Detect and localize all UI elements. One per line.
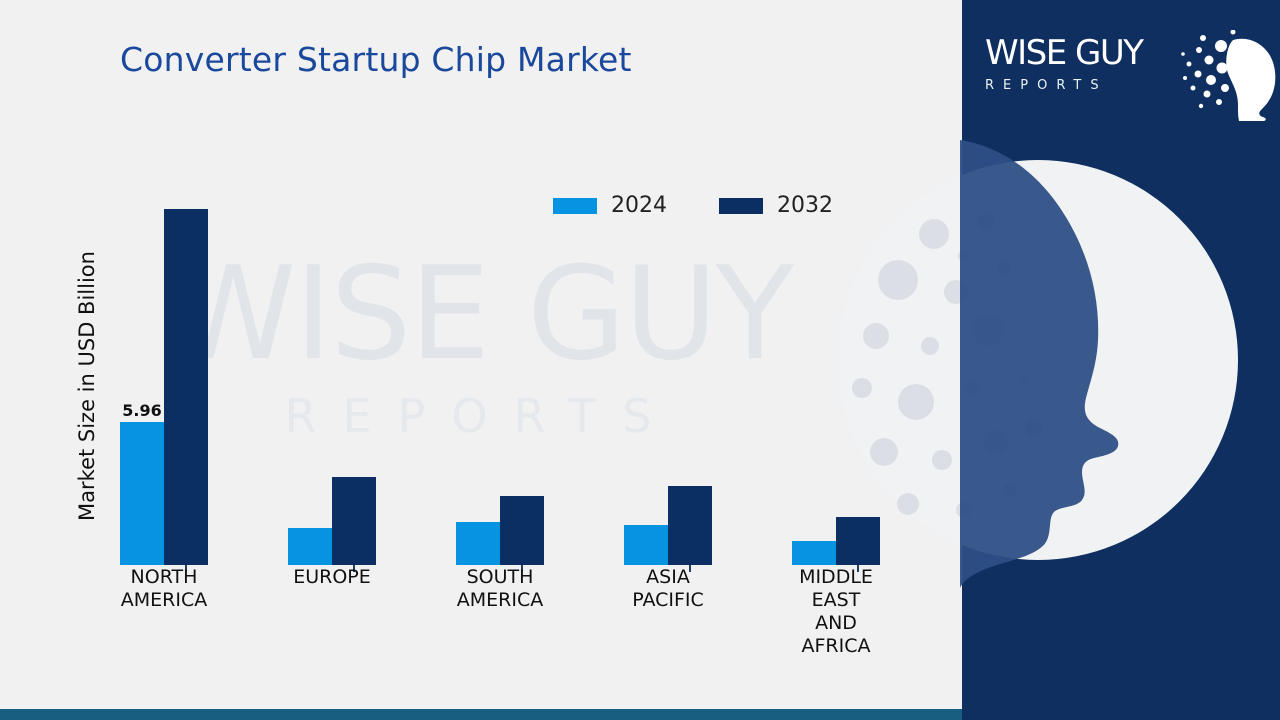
bar-2024[interactable] bbox=[288, 527, 332, 565]
bar-value-label: 5.96 bbox=[122, 400, 162, 420]
category-label-line: MIDDLE bbox=[799, 566, 873, 588]
plot-area: 5.96 bbox=[100, 180, 940, 572]
chart-area: WISE GUY REPORTS Converter Startup Chip … bbox=[0, 40, 962, 720]
legend-label-2024: 2024 bbox=[611, 193, 667, 218]
bar-2024[interactable] bbox=[456, 521, 500, 565]
x-axis-category-label: EUROPE bbox=[262, 566, 402, 589]
x-axis-category-label: MIDDLE EAST AND AFRICA bbox=[766, 566, 906, 658]
x-axis-tick bbox=[857, 565, 859, 572]
legend-item-2024[interactable]: 2024 bbox=[553, 195, 667, 217]
x-axis-tick bbox=[689, 565, 691, 572]
x-axis-category-label: ASIA PACIFIC bbox=[598, 566, 738, 612]
bar-group bbox=[624, 180, 712, 572]
bar-group: 5.96 bbox=[120, 180, 208, 572]
legend-swatch-2032-icon bbox=[719, 198, 763, 214]
bar-2024[interactable] bbox=[624, 525, 668, 565]
bottom-accent-strip bbox=[0, 709, 962, 720]
face-profile-silhouette-icon bbox=[960, 140, 1119, 588]
category-label-line: AMERICA bbox=[120, 589, 208, 611]
category-label-line: PACIFIC bbox=[632, 589, 704, 611]
brand-logo-wordmark: WISE GUY bbox=[985, 33, 1144, 73]
category-label-line: AND bbox=[815, 612, 857, 634]
bar-2032[interactable] bbox=[836, 516, 880, 572]
bar-group bbox=[456, 180, 544, 572]
x-axis-category-labels: NORTH AMERICA EUROPE SOUTH AMERICA ASIA PACIFI… bbox=[100, 566, 940, 686]
y-axis-label: Market Size in USD Billion bbox=[75, 251, 99, 521]
chart-legend: 2024 2032 bbox=[553, 195, 833, 217]
category-label-line: AMERICA bbox=[456, 589, 544, 611]
bar-group bbox=[288, 180, 376, 572]
legend-swatch-2024-icon bbox=[553, 198, 597, 214]
legend-label-2032: 2032 bbox=[777, 193, 833, 218]
x-axis-tick bbox=[521, 565, 523, 572]
bar-2032[interactable] bbox=[668, 485, 712, 572]
brand-logo[interactable]: WISE GUY REPORTS bbox=[985, 30, 1276, 126]
brand-logo-subtext: REPORTS bbox=[985, 78, 1108, 93]
category-label-line: ASIA bbox=[646, 566, 690, 588]
bar-2032[interactable] bbox=[332, 477, 376, 572]
bar-2032[interactable] bbox=[500, 496, 544, 572]
x-axis-tick bbox=[353, 565, 355, 572]
bar-2024[interactable] bbox=[792, 540, 836, 565]
legend-item-2032[interactable]: 2032 bbox=[719, 195, 833, 217]
category-label-line: AFRICA bbox=[801, 635, 871, 657]
x-axis-category-label: SOUTH AMERICA bbox=[430, 566, 570, 612]
bar-2032[interactable] bbox=[164, 208, 208, 572]
bar-group bbox=[792, 180, 880, 572]
category-label-line: NORTH bbox=[130, 566, 198, 588]
bar-2024[interactable]: 5.96 bbox=[120, 401, 164, 565]
x-axis-tick bbox=[185, 565, 187, 572]
category-label-line: EAST bbox=[811, 589, 861, 611]
page-title: Converter Startup Chip Market bbox=[120, 40, 632, 79]
category-label-line: EUROPE bbox=[293, 566, 371, 588]
dotted-head-profile-icon bbox=[1181, 30, 1276, 121]
category-label-line: SOUTH bbox=[466, 566, 534, 588]
x-axis-category-label: NORTH AMERICA bbox=[94, 566, 234, 612]
